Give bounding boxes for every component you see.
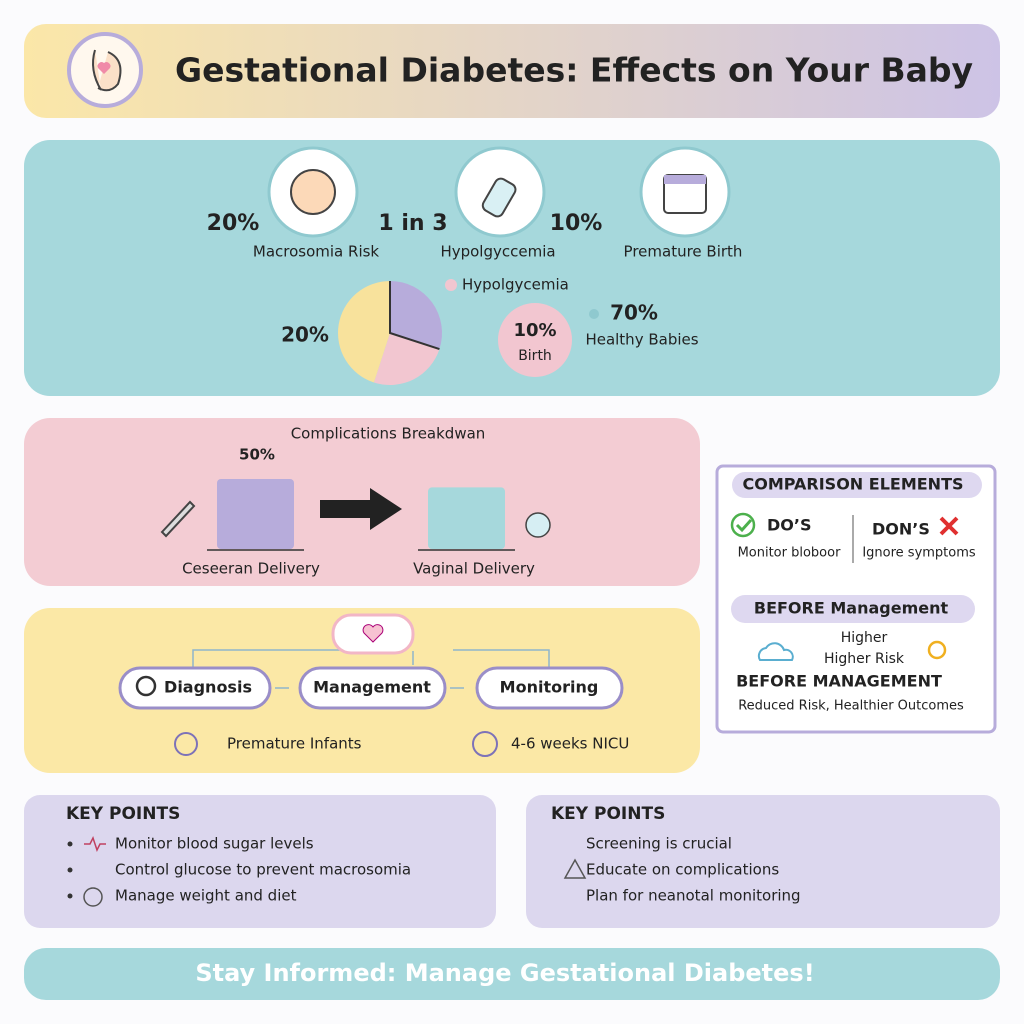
flow-note: 4-6 weeks NICU (511, 735, 629, 753)
bubble-label: Birth (518, 348, 552, 364)
heart-icon (97, 62, 111, 74)
bullet (67, 867, 73, 873)
calendar-top (664, 175, 706, 184)
bottle (481, 177, 517, 218)
bar (428, 487, 505, 549)
flow-note: Premature Infants (227, 735, 362, 753)
donts: DON’S (872, 520, 930, 539)
healthy-value: 70% (610, 301, 658, 325)
pie-slice (390, 281, 442, 350)
donts-text: Ignore symptoms (862, 546, 976, 561)
bubble (498, 303, 572, 377)
key-points-panel (526, 795, 1000, 928)
baby-face (290, 169, 336, 215)
stat-value: 1 in 3 (378, 211, 447, 236)
bar-label: Ceseeran Delivery (182, 560, 320, 578)
footer-panel (24, 948, 1000, 1000)
clock-icon (174, 732, 198, 756)
bar (217, 479, 294, 549)
timer-icon (472, 731, 498, 757)
bar-label: Vaginal Delivery (413, 560, 535, 578)
higher-risk: Higher Risk (824, 651, 905, 667)
warning-icon (563, 858, 587, 879)
comparison-title-bg (732, 472, 982, 498)
key-points-panel (24, 795, 496, 928)
before-title-bg (731, 595, 975, 623)
cloud-icon (757, 642, 794, 661)
pie-label: 20% (281, 323, 329, 347)
heartbeat-icon (84, 836, 106, 852)
pie-edge (389, 281, 440, 351)
key-point: Manage weight and diet (115, 887, 297, 905)
legend-dot (589, 309, 599, 319)
bullet (67, 841, 73, 847)
stat-label: Premature Birth (624, 243, 743, 261)
connector (192, 649, 550, 668)
before-title: BEFORE Management (754, 599, 949, 618)
pie-legend: Hypolgycemia (462, 276, 569, 294)
key-point: Plan for neanotal monitoring (586, 887, 801, 905)
step-label: Diagnosis (164, 678, 252, 697)
cross-icon (939, 516, 959, 536)
key-point: Screening is crucial (586, 835, 732, 853)
bullet (67, 893, 73, 899)
before-title-2: BEFORE MANAGEMENT (736, 672, 942, 691)
stats-panel (24, 140, 1000, 396)
scalpel-icon (160, 500, 196, 538)
complications-title: Complications Breakdwan (291, 425, 486, 443)
pie-slice (373, 333, 440, 385)
search-icon (135, 675, 157, 697)
stat-label: Macrosomia Risk (253, 243, 380, 261)
heart-icon (362, 624, 384, 643)
bar-value-label: 50% (239, 446, 275, 464)
step-label: Monitoring (500, 678, 599, 697)
bar-group: Ceseeran Delivery 50% Vaginal Delivery (182, 446, 535, 578)
check-mark (735, 518, 753, 533)
outcome: Reduced Risk, Healthier Outcomes (738, 699, 964, 714)
step-pill (298, 666, 447, 710)
footer: Stay Informed: Manage Gestational Diabet… (195, 959, 814, 987)
healthy-label: Healthy Babies (585, 331, 698, 349)
dos: DO’S (767, 516, 811, 535)
key-point: Educate on complications (586, 861, 779, 879)
dos-text: Monitor bloboor (738, 546, 842, 561)
comparison-title: COMPARISON ELEMENTS (743, 475, 964, 494)
sun-icon (927, 640, 947, 660)
pie (338, 281, 442, 385)
apple-icon (83, 887, 103, 907)
pie-slice (338, 281, 390, 383)
bubble-value: 10% (513, 320, 556, 341)
key-point: Monitor blood sugar levels (115, 835, 314, 853)
legend-dot (445, 279, 457, 291)
header-panel (24, 24, 1000, 118)
title: Gestational Diabetes: Effects on Your Ba… (175, 51, 973, 90)
stat-value: 10% (550, 211, 603, 236)
step-pill (475, 666, 624, 710)
check-icon (730, 512, 756, 538)
key-points-title: KEY POINTS (66, 804, 180, 824)
step-label: Management (313, 678, 431, 697)
arrow (320, 488, 402, 530)
higher: Higher (841, 630, 888, 646)
key-points-title: KEY POINTS (551, 804, 665, 824)
key-point: Control glucose to prevent macrosomia (115, 861, 411, 879)
step-pill (118, 666, 272, 710)
stat-label: Hypolgyccemia (440, 243, 555, 261)
baby-icon (525, 512, 551, 538)
stat-value: 20% (207, 211, 260, 236)
